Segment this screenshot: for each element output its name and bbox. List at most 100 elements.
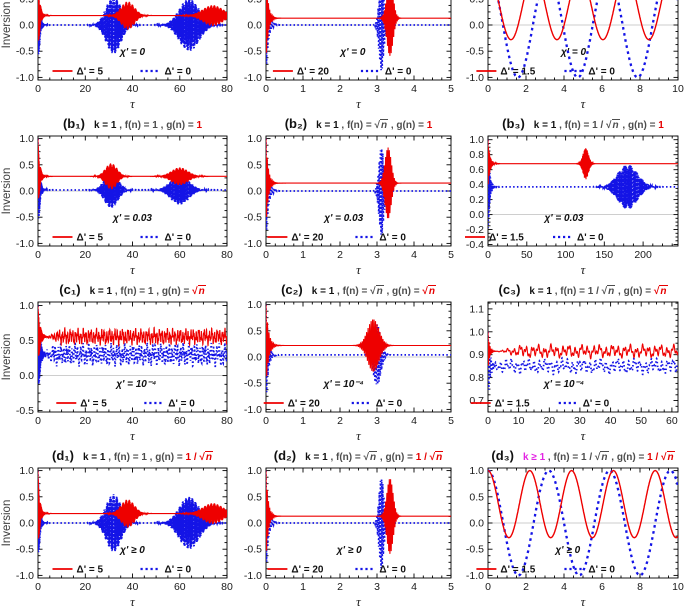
y-tick-label: -0.2 [466, 224, 484, 236]
y-tick-label: 1.0 [469, 465, 484, 477]
x-tick-label: 0 [263, 83, 269, 95]
title-segment: , f(n) = 1 / [556, 120, 607, 131]
x-tick-label: 0 [485, 581, 491, 593]
chi-annotation: χ' = 10⁻⁴ [323, 379, 364, 390]
title-segment: , f(n) = 1 , g(n) = [105, 452, 186, 463]
title-segment: , g(n) = [608, 452, 648, 463]
panel-label: (d₂) [273, 448, 297, 463]
legend-blue-label: Δ' = 0 [168, 399, 195, 410]
y-axis-label: Inversion [1, 168, 13, 215]
title-segment: k = 1 [533, 120, 557, 131]
series-red-c1 [38, 305, 227, 356]
x-tick-label: 80 [221, 249, 233, 261]
y-tick-label: 1.0 [469, 134, 484, 146]
title-segment: k ≥ 1 [522, 452, 546, 463]
plot-svg-b2: 0 1 2 3 4 51.00.50.0-0.5-1.0χ' = 0.03Δ' = 20 Δ… [244, 133, 454, 277]
series-red-c2 [266, 304, 451, 377]
panel-title: (b₁) k = 1 , f(n) = 1 , g(n) = 1 [0, 115, 234, 134]
title-segment: 1 [196, 120, 203, 131]
legend-blue-label: Δ' = 0 [165, 67, 192, 78]
series-blue-a1 [38, 0, 227, 55]
plot-panel-d2: (d₂) k = 1 , f(n) = √n , g(n) = 1 / √n 0 1 2… [236, 446, 458, 612]
x-tick-label: 40 [605, 415, 617, 427]
legend-red-label: Δ' = 5 [77, 565, 104, 576]
legend-blue-label: Δ' = 0 [583, 399, 610, 410]
x-axis-label: τ [356, 428, 362, 443]
legend: Δ' = 20 Δ' = 0 [267, 233, 406, 244]
title-segment: , f(n) = 1 , g(n) = [112, 286, 193, 297]
x-axis-label: τ [581, 96, 587, 111]
y-tick-label: 1.0 [19, 133, 34, 145]
chi-annotation: χ' ≥ 0 [554, 545, 580, 556]
panel-title-text: k = 1 , f(n) = 1 / √n , g(n) = √n [529, 281, 668, 299]
plot-svg-c3: 0 10 20 30 40 50 60 1.1 1.0 0.9 0.8 0.7 χ' = 10⁻⁴ Δ' … [469, 301, 679, 443]
x-tick-label: 5 [448, 581, 454, 593]
x-axis-label: τ [581, 594, 587, 609]
legend: Δ' = 20 Δ' = 0 [272, 67, 412, 78]
legend-red-label: Δ' = 1.5 [489, 233, 524, 244]
title-segment: , g(n) = [619, 120, 659, 131]
legend-red-label: Δ' = 5 [80, 399, 107, 410]
y-tick-label: 0.0 [247, 20, 262, 32]
title-segment: , f(n) = [327, 452, 364, 463]
x-axis-label: τ [581, 262, 587, 277]
axes [265, 0, 452, 81]
y-tick-label: 0.9 [469, 349, 484, 361]
title-segment: √n [594, 451, 609, 463]
panel-title: (d₂) k = 1 , f(n) = √n , g(n) = 1 / √n [236, 447, 458, 466]
x-tick-label: 0 [485, 249, 491, 261]
y-tick-label: 0.5 [247, 491, 262, 503]
y-tick-label: 0.0 [247, 186, 262, 198]
legend-red-label: Δ' = 20 [291, 565, 324, 576]
x-tick-label: 80 [221, 581, 233, 593]
x-tick-label: 40 [127, 581, 139, 593]
series-red-d3 [488, 469, 678, 539]
y-tick-label: 1.0 [247, 465, 262, 477]
x-tick-label: 2 [337, 249, 343, 261]
y-tick-label: -0.5 [244, 544, 262, 556]
x-axis-label: τ [356, 96, 362, 111]
title-segment: , g(n) = [615, 286, 654, 297]
y-tick-label: -1.0 [244, 238, 262, 250]
title-segment: √n [606, 119, 620, 131]
legend-blue-label: Δ' = 0 [385, 67, 412, 78]
x-tick-label: 40 [127, 83, 139, 95]
x-axis-label: τ [130, 594, 136, 609]
panel-title-text: k = 1 , f(n) = 1 , g(n) = √n [90, 281, 206, 299]
legend-blue-label: Δ' = 0 [379, 233, 406, 244]
x-axis-label: τ [356, 594, 362, 609]
legend: Δ' = 20 Δ' = 0 [263, 399, 403, 410]
x-tick-label: 20 [79, 415, 91, 427]
legend-red-label: Δ' = 1.5 [500, 565, 535, 576]
panel-title-text: k = 1 , f(n) = √n , g(n) = √n [312, 281, 436, 299]
x-axis-label: τ [581, 428, 587, 443]
x-tick-label: 10 [672, 581, 684, 593]
y-tick-label: 1.0 [19, 465, 34, 477]
x-tick-label: 0 [35, 249, 41, 261]
x-tick-label: 4 [411, 581, 417, 593]
y-tick-label: 0.5 [19, 159, 34, 171]
panel-title: (b₃) k = 1 , f(n) = 1 / √n , g(n) = 1 [458, 115, 685, 134]
x-tick-label: 8 [637, 581, 643, 593]
title-segment: √n [370, 285, 384, 297]
panel-title-text: k = 1 , f(n) = 1 , g(n) = 1 / √n [83, 447, 214, 465]
series-red-a2 [266, 0, 451, 56]
title-segment: 1 / [647, 452, 662, 463]
title-segment: , g(n) = [383, 286, 423, 297]
title-segment: , f(n) = 1 , g(n) = [116, 120, 197, 131]
x-tick-label: 20 [543, 415, 555, 427]
title-segment: 1 [658, 120, 664, 131]
y-tick-label: -1.0 [16, 238, 34, 250]
chi-annotation: χ' = 0 [119, 47, 146, 58]
y-tick-label: -0.5 [244, 378, 262, 390]
y-tick-label: 1.0 [247, 299, 262, 311]
x-tick-label: 4 [411, 415, 417, 427]
y-tick-label: -1.0 [244, 404, 262, 416]
series-blue-c1 [38, 305, 227, 384]
plot-panel-b3: (b₃) k = 1 , f(n) = 1 / √n , g(n) = 1 0 50 1… [458, 114, 685, 280]
x-axis-label: τ [356, 262, 362, 277]
x-tick-label: 60 [174, 249, 186, 261]
y-tick-label: 0.5 [469, 0, 484, 5]
